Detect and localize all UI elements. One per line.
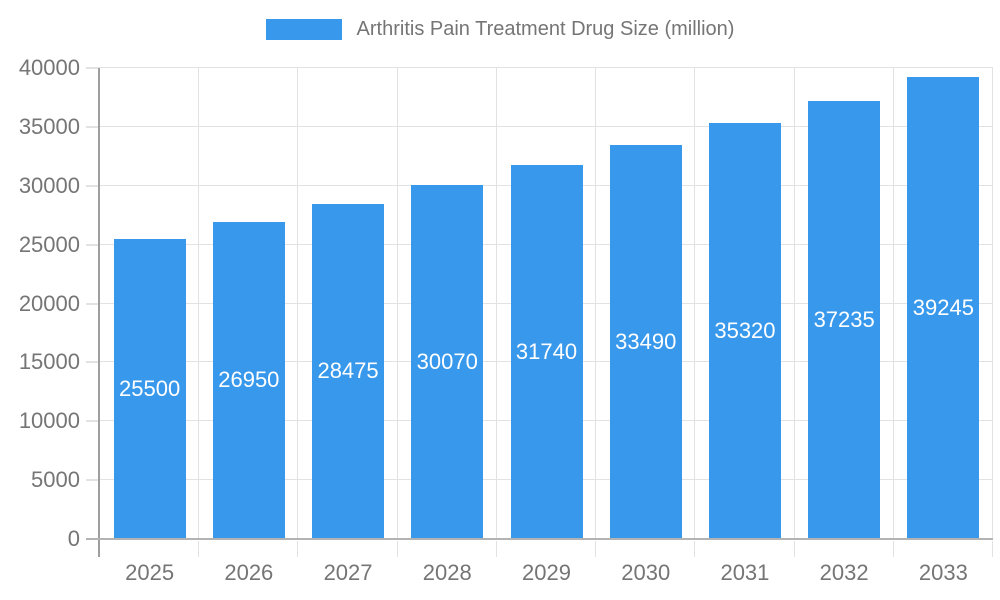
y-axis-label: 25000: [18, 231, 80, 257]
x-axis-tick: [297, 541, 299, 557]
bar-value-label: 37235: [813, 306, 875, 332]
y-axis-label: 15000: [18, 349, 80, 375]
x-axis-tick: [793, 541, 795, 557]
y-axis-label: 30000: [18, 172, 80, 198]
bar[interactable]: 35320: [708, 123, 781, 539]
bar[interactable]: 30070: [411, 184, 484, 539]
y-gridline: [100, 67, 993, 68]
x-gridline: [595, 68, 597, 539]
x-gridline: [198, 68, 200, 539]
y-axis-tick: [86, 361, 100, 364]
bar[interactable]: 39245: [907, 76, 980, 539]
legend-label: Arthritis Pain Treatment Drug Size (mill…: [356, 18, 735, 40]
x-axis-tick: [595, 541, 597, 557]
x-axis-baseline: [86, 538, 993, 540]
x-axis-label: 2032: [819, 560, 869, 585]
bar-value-label: 39245: [912, 294, 974, 320]
x-axis-tick: [198, 541, 200, 557]
y-axis-tick: [86, 243, 100, 246]
bar-value-label: 33490: [615, 328, 677, 354]
x-axis-label: 2028: [422, 560, 472, 585]
x-gridline: [396, 68, 398, 539]
bar[interactable]: 28475: [312, 203, 385, 539]
x-gridline: [297, 68, 299, 539]
x-axis-label: 2026: [224, 560, 274, 585]
bar-value-label: 25500: [119, 375, 181, 401]
x-axis-label: 2025: [125, 560, 175, 585]
y-axis-tick: [86, 184, 100, 187]
bar[interactable]: 25500: [113, 238, 186, 539]
x-gridline: [495, 68, 497, 539]
y-axis-tick: [86, 420, 100, 423]
y-axis-label: 0: [67, 526, 80, 551]
x-axis-label: 2030: [621, 560, 671, 585]
x-axis-label: 2029: [522, 560, 571, 585]
x-axis-label: 2027: [323, 560, 373, 585]
y-axis-tick: [86, 67, 100, 69]
bar-value-label: 31740: [515, 339, 578, 365]
bar-value-label: 35320: [714, 318, 776, 344]
y-axis-label: 40000: [18, 55, 80, 80]
y-axis-tick: [86, 125, 100, 128]
x-gridline: [694, 68, 696, 539]
bar[interactable]: 26950: [212, 221, 285, 539]
x-axis-tick: [396, 541, 398, 557]
legend[interactable]: Arthritis Pain Treatment Drug Size (mill…: [0, 18, 1000, 41]
y-axis-label: 5000: [31, 467, 80, 493]
y-axis-tick: [86, 302, 100, 305]
x-gridline: [992, 68, 993, 539]
x-axis-label: 2033: [918, 560, 968, 585]
legend-swatch-icon: [265, 19, 342, 40]
y-axis-label: 10000: [18, 408, 80, 434]
y-axis-tick: [86, 479, 100, 482]
x-gridline: [793, 68, 795, 539]
y-gridline: [100, 125, 993, 127]
y-axis-line: [98, 68, 100, 557]
y-axis-label: 35000: [18, 113, 80, 139]
bar-value-label: 28475: [317, 358, 379, 384]
bar-value-label: 26950: [218, 367, 280, 393]
bar-value-label: 30070: [416, 348, 478, 374]
x-axis-tick: [694, 541, 696, 557]
y-axis-label: 20000: [18, 290, 80, 316]
x-axis-label: 2031: [720, 560, 770, 585]
bar[interactable]: 33490: [609, 144, 682, 539]
bar[interactable]: 31740: [510, 165, 583, 539]
x-axis-tick: [495, 541, 497, 557]
x-axis-tick: [892, 541, 894, 557]
x-axis-tick: [992, 541, 993, 557]
x-gridline: [892, 68, 894, 539]
bar[interactable]: 37235: [808, 100, 881, 539]
